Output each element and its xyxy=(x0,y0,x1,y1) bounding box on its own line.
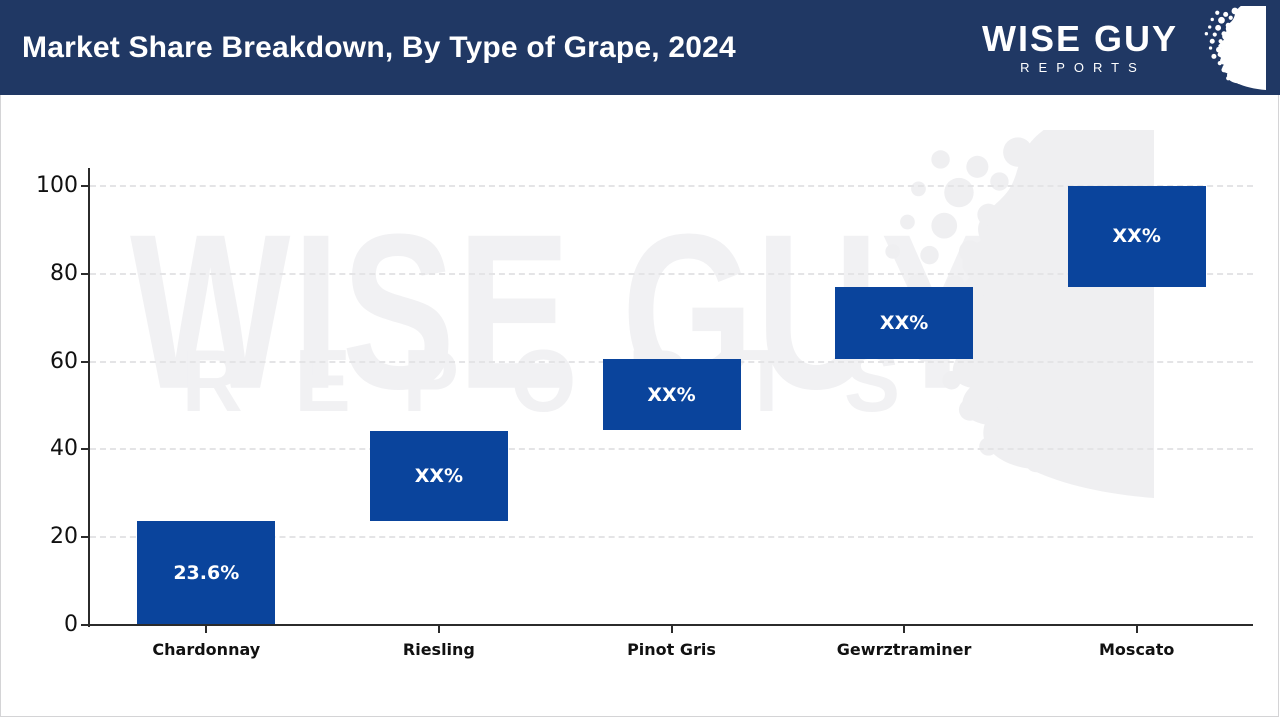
x-axis-category-label: Moscato xyxy=(1099,640,1175,659)
y-tick-mark xyxy=(81,536,89,539)
y-axis-line xyxy=(88,168,90,627)
x-tick-mark xyxy=(670,626,673,633)
x-axis-category-label: Riesling xyxy=(402,640,475,659)
bar-value-label: XX% xyxy=(1112,225,1161,248)
page-title: Market Share Breakdown, By Type of Grape… xyxy=(22,30,736,64)
gridline-y20 xyxy=(90,536,1253,539)
y-tick-mark xyxy=(81,360,89,363)
gridline-y80 xyxy=(90,272,1253,275)
y-axis-tick-label: 60 xyxy=(50,348,78,374)
x-axis-category-label: Chardonnay xyxy=(152,640,261,659)
bar-value-label: XX% xyxy=(414,465,464,488)
y-axis-tick-label: 80 xyxy=(50,260,78,286)
watermark-text-line2: REPORTS xyxy=(182,331,953,430)
y-tick-mark xyxy=(81,272,89,275)
bar-value-label: 23.6% xyxy=(173,562,240,585)
bar-pinot-gris: XX% xyxy=(602,359,741,430)
x-tick-mark xyxy=(205,626,208,633)
gridline-y100 xyxy=(90,185,1253,187)
x-axis-category-label: Gewrztraminer xyxy=(836,640,972,659)
header-bar: Market Share Breakdown, By Type of Grape… xyxy=(0,0,1280,95)
bar-gewrztraminer: XX% xyxy=(835,286,974,360)
x-tick-mark xyxy=(437,626,440,633)
bar-value-label: XX% xyxy=(647,383,696,406)
x-axis-category-label: Pinot Gris xyxy=(627,640,716,659)
y-axis-tick-label: 100 xyxy=(36,173,78,198)
y-axis-tick-label: 20 xyxy=(50,524,78,550)
bar-chardonnay: 23.6% xyxy=(137,521,276,625)
x-axis-line xyxy=(85,624,1253,626)
y-tick-mark xyxy=(81,448,89,451)
x-tick-mark xyxy=(903,626,906,633)
logo-line2: REPORTS xyxy=(1020,60,1146,75)
gridline-y40 xyxy=(90,448,1253,451)
logo-wordmark: WISE GUY REPORTS xyxy=(981,18,1178,75)
y-tick-mark xyxy=(81,185,89,187)
bar-value-label: XX% xyxy=(879,312,929,335)
bar-riesling: XX% xyxy=(369,430,508,522)
logo-head-icon xyxy=(1204,5,1266,90)
x-tick-mark xyxy=(1135,626,1138,633)
y-axis-tick-label: 0 xyxy=(64,612,78,637)
wise-guy-logo: WISE GUY REPORTS xyxy=(982,5,1266,91)
bar-moscato: XX% xyxy=(1067,186,1206,287)
logo-line1: WISE GUY xyxy=(981,18,1178,59)
y-axis-tick-label: 40 xyxy=(50,436,78,462)
